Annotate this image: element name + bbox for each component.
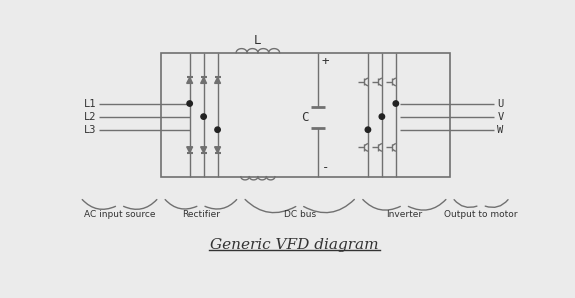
Circle shape — [201, 114, 206, 119]
Text: C: C — [301, 111, 308, 124]
Circle shape — [365, 127, 371, 132]
Text: L3: L3 — [83, 125, 96, 135]
Text: DC bus: DC bus — [283, 210, 316, 219]
Text: L: L — [254, 34, 262, 46]
Polygon shape — [214, 77, 221, 83]
Text: W: W — [497, 125, 504, 135]
Circle shape — [393, 101, 398, 106]
Text: +: + — [321, 55, 329, 69]
Circle shape — [215, 127, 220, 132]
Text: Inverter: Inverter — [386, 210, 423, 219]
Polygon shape — [187, 147, 193, 153]
Text: L2: L2 — [83, 112, 96, 122]
Circle shape — [379, 114, 385, 119]
Bar — [161, 53, 450, 177]
Text: L1: L1 — [83, 99, 96, 108]
Polygon shape — [201, 147, 206, 153]
Text: Rectifier: Rectifier — [182, 210, 220, 219]
Text: V: V — [497, 112, 504, 122]
Polygon shape — [214, 147, 221, 153]
Text: Generic VFD diagram: Generic VFD diagram — [210, 238, 378, 252]
Text: Output to motor: Output to motor — [444, 210, 518, 219]
Text: -: - — [321, 161, 329, 174]
Text: AC input source: AC input source — [84, 210, 155, 219]
Polygon shape — [201, 77, 206, 83]
Polygon shape — [187, 77, 193, 83]
Circle shape — [187, 101, 193, 106]
Text: U: U — [497, 99, 504, 108]
